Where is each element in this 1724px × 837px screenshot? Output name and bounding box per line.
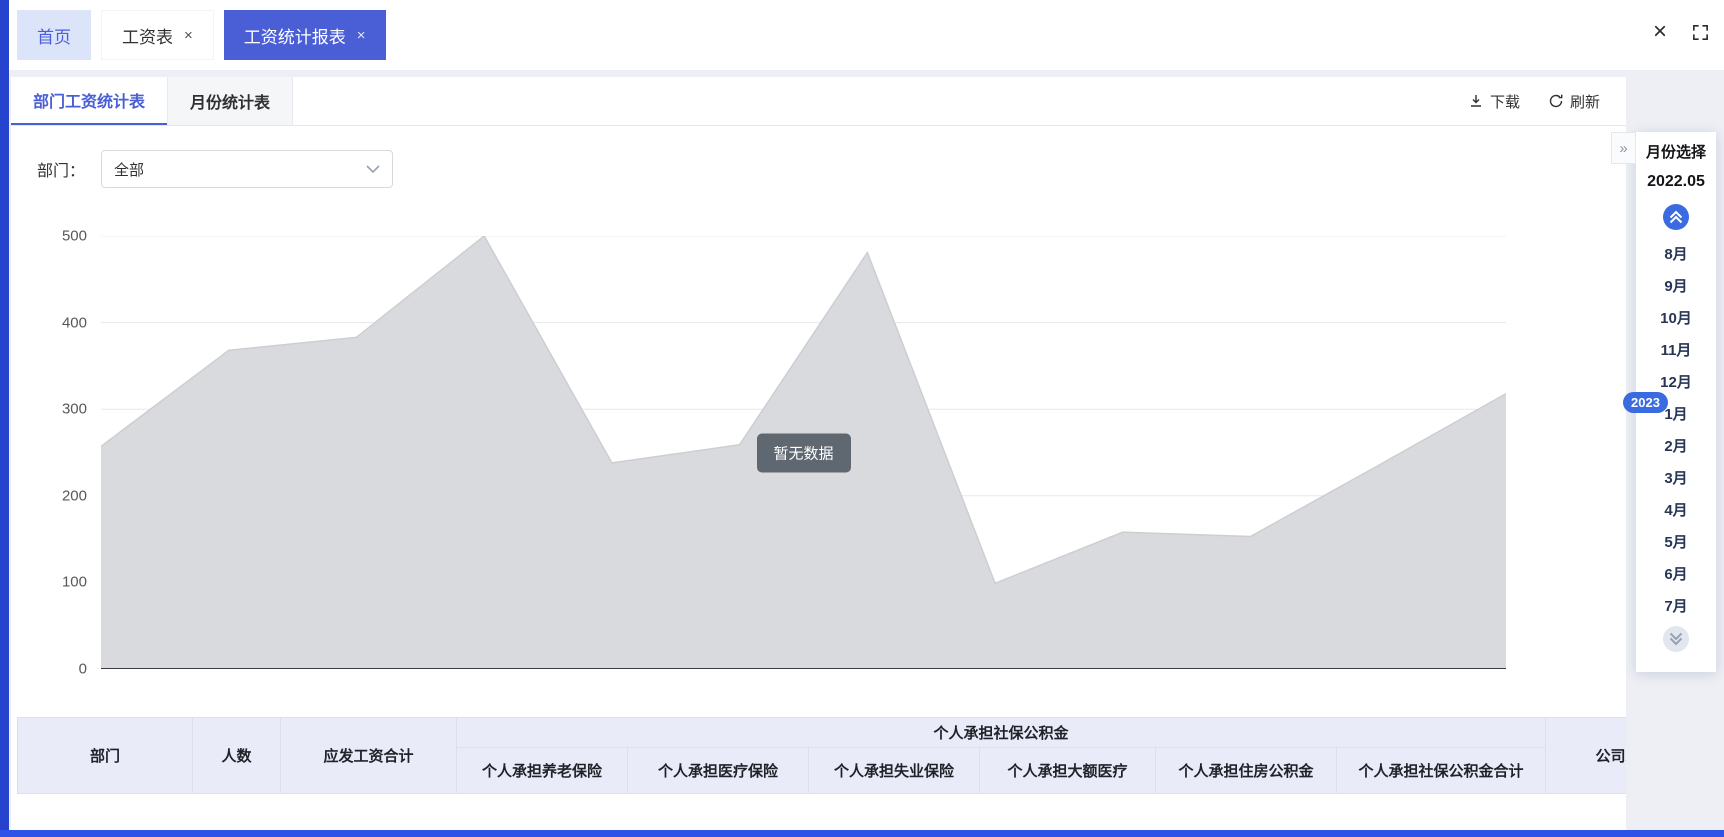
close-tab-icon[interactable]: × xyxy=(184,26,193,44)
column-header-headcount: 人数 xyxy=(192,717,281,794)
toolbar-actions: 下载 刷新 xyxy=(1468,77,1626,125)
no-data-tooltip: 暂无数据 xyxy=(756,433,851,472)
month-item[interactable]: 7月 xyxy=(1664,597,1688,615)
column-header-housing-fund: 个人承担住房公积金 xyxy=(1155,747,1337,794)
month-list: 8月 9月 10月 11月 12月 1月 2月 3月 4月 5月 6月 7月 xyxy=(1660,237,1692,621)
tab-month-stats[interactable]: 月份统计表 xyxy=(167,77,294,125)
y-axis-labels: 0 100 200 300 400 500 xyxy=(45,228,101,678)
month-item[interactable]: 11月 xyxy=(1660,341,1692,359)
tab-department-salary-stats-label: 部门工资统计表 xyxy=(33,94,146,111)
y-tick-label: 200 xyxy=(61,487,87,505)
salary-area-chart: 0 100 200 300 400 500 暂无数据 xyxy=(45,228,1506,678)
collapse-panel-button[interactable]: » xyxy=(1611,132,1636,164)
y-tick-label: 500 xyxy=(61,227,87,245)
month-item[interactable]: 2月 xyxy=(1664,437,1688,455)
column-header-company: 公司承担 xyxy=(1545,717,1626,794)
main-panel: 部门工资统计表 月份统计表 下载 刷新 部门： 全部 0 100 200 300 400… xyxy=(11,77,1626,837)
download-label: 下载 xyxy=(1489,93,1520,111)
fullscreen-icon[interactable] xyxy=(1691,23,1710,42)
month-item[interactable]: 9月 xyxy=(1664,277,1688,295)
tab-salary-report[interactable]: 工资统计报表 × xyxy=(223,10,386,60)
top-tabs: 首页 工资表 × 工资统计报表 × xyxy=(9,0,1724,60)
month-item[interactable]: 10月 xyxy=(1660,309,1692,327)
month-item[interactable]: 12月 xyxy=(1660,373,1692,391)
close-icon[interactable]: × xyxy=(1652,18,1667,45)
refresh-button[interactable]: 刷新 xyxy=(1548,91,1600,112)
column-header-medical: 个人承担医疗保险 xyxy=(627,747,809,794)
y-tick-label: 0 xyxy=(78,660,87,678)
stats-table-wrap: 部门 人数 应发工资合计 个人承担社保公积金 公司承担 个人承担养老保险 个人承… xyxy=(17,717,1626,837)
scroll-down-button[interactable] xyxy=(1662,625,1690,653)
column-header-gross-total: 应发工资合计 xyxy=(280,717,457,794)
double-chevron-up-icon xyxy=(1663,204,1689,230)
chevron-down-icon xyxy=(366,164,380,173)
column-header-major-medical: 个人承担大额医疗 xyxy=(979,747,1156,794)
department-select[interactable]: 全部 xyxy=(101,150,394,188)
refresh-icon xyxy=(1549,94,1563,108)
tab-salary-sheet-label: 工资表 xyxy=(122,27,173,47)
column-header-department: 部门 xyxy=(17,717,193,794)
column-group-personal-social-security: 个人承担社保公积金 xyxy=(455,717,1547,748)
month-item[interactable]: 6月 xyxy=(1664,565,1688,583)
department-filter-label: 部门： xyxy=(37,163,86,180)
table-row xyxy=(17,793,1626,837)
column-header-pension: 个人承担养老保险 xyxy=(456,747,628,794)
year-badge: 2023 xyxy=(1623,392,1668,413)
y-tick-label: 400 xyxy=(61,314,87,332)
top-tab-bar: 首页 工资表 × 工资统计报表 × × xyxy=(9,0,1724,70)
month-panel-title: 月份选择 xyxy=(1645,144,1706,161)
refresh-label: 刷新 xyxy=(1569,93,1600,111)
y-tick-label: 300 xyxy=(61,400,87,418)
month-item[interactable]: 8月 xyxy=(1664,245,1688,263)
window-controls: × xyxy=(1653,20,1710,44)
column-header-personal-total: 个人承担社保公积金合计 xyxy=(1335,747,1547,794)
tab-month-stats-label: 月份统计表 xyxy=(190,95,271,112)
app-left-edge-strip xyxy=(0,0,9,837)
department-select-value: 全部 xyxy=(114,161,145,179)
tab-department-salary-stats[interactable]: 部门工资统计表 xyxy=(11,77,168,125)
y-tick-label: 100 xyxy=(61,573,87,591)
month-item[interactable]: 1月 xyxy=(1664,405,1688,423)
download-button[interactable]: 下载 xyxy=(1468,91,1520,112)
chart-plot-area: 暂无数据 xyxy=(101,236,1506,669)
month-item[interactable]: 5月 xyxy=(1664,533,1688,551)
tab-home[interactable]: 首页 xyxy=(17,10,91,60)
current-month-value: 2022.05 xyxy=(1647,173,1705,190)
salary-stats-table: 部门 人数 应发工资合计 个人承担社保公积金 公司承担 个人承担养老保险 个人承… xyxy=(17,717,1626,837)
report-tab-bar: 部门工资统计表 月份统计表 下载 刷新 xyxy=(11,77,1626,126)
tab-salary-report-label: 工资统计报表 xyxy=(243,27,346,47)
double-chevron-right-icon: » xyxy=(1619,139,1628,157)
download-icon xyxy=(1470,95,1481,107)
scroll-up-button[interactable] xyxy=(1662,203,1690,231)
month-item[interactable]: 3月 xyxy=(1664,469,1688,487)
tab-home-label: 首页 xyxy=(37,27,71,47)
double-chevron-down-icon xyxy=(1663,626,1689,652)
tab-salary-sheet[interactable]: 工资表 × xyxy=(101,10,214,60)
close-tab-icon[interactable]: × xyxy=(356,26,366,44)
app-bottom-edge-strip xyxy=(0,830,1724,837)
filter-row: 部门： 全部 xyxy=(37,150,1626,188)
month-selector-panel: » 月份选择 2022.05 8月 9月 10月 11月 12月 1月 2月 3… xyxy=(1611,132,1716,672)
column-header-unemployment: 个人承担失业保险 xyxy=(808,747,980,794)
month-item[interactable]: 4月 xyxy=(1664,501,1688,519)
